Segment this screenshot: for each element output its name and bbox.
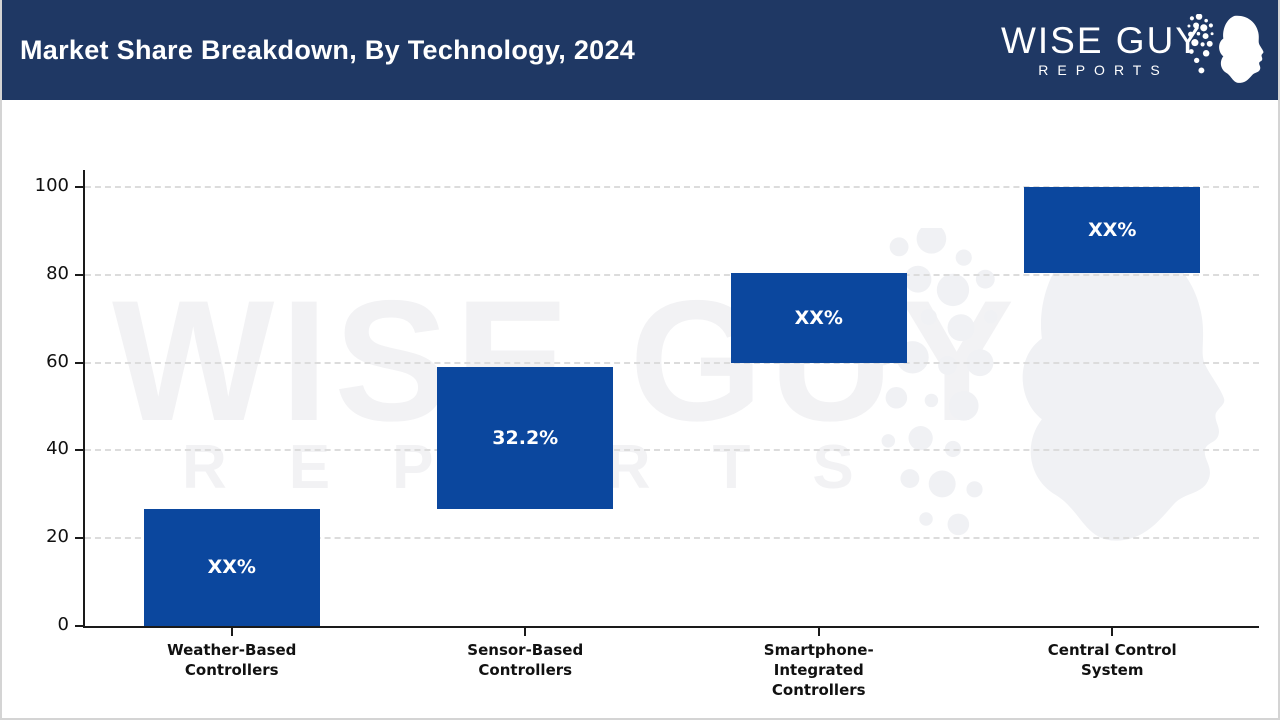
x-tick-mark [1111,628,1114,636]
gridline [85,361,1259,364]
bar-value-label: XX% [207,556,256,579]
gridline [85,186,1259,188]
x-category-label-line: Controllers [184,661,279,679]
y-tick-mark [75,361,85,364]
y-tick-label: 80 [46,262,69,284]
bar: XX% [143,508,320,626]
gridline [85,537,1259,540]
y-tick-label: 100 [34,175,69,196]
x-category-label-line: Sensor-Based [467,641,584,659]
gridline [85,273,1259,276]
header-bar: Market Share Breakdown, By Technology, 2… [0,0,1280,100]
x-category-label-line: Controllers [478,661,573,679]
y-tick-label: 0 [57,614,69,635]
bar: XX% [1024,187,1201,274]
bar: 32.2% [437,367,614,509]
watermark-face-icon [874,228,1225,541]
y-tick-mark [75,186,85,188]
y-tick-label: 20 [46,526,69,548]
bar-value-label: XX% [794,307,843,330]
chart-title: Market Share Breakdown, By Technology, 2… [20,34,636,65]
y-tick-label: 60 [46,350,69,372]
brand-logo: WISE GUY REPORTS [1001,14,1266,86]
x-category-label: Smartphone- Integrated Controllers [689,640,949,700]
y-tick-mark [75,625,85,627]
bar-value-label: XX% [1088,219,1137,242]
x-category-label-line: Central Control [1047,641,1177,659]
x-category-label: Central Control System [982,640,1242,680]
x-category-label-line: Weather-Based [167,641,297,659]
bar: XX% [730,273,907,364]
x-category-label: Sensor-Based Controllers [395,640,655,680]
brand-name: WISE GUY [1000,20,1202,61]
x-category-label-line: Integrated [773,661,864,679]
brand-reports: REPORTS [1038,62,1169,78]
x-category-label-line: System [1081,661,1144,679]
brand-wordmark: WISE GUY REPORTS [1000,20,1202,79]
x-tick-mark [524,628,527,636]
brand-face-icon [1187,14,1264,83]
y-tick-mark [75,273,85,276]
y-tick-mark [75,537,85,540]
y-axis-line [83,170,85,626]
x-category-label-line: Smartphone- [763,641,874,659]
y-tick-label: 40 [46,438,69,460]
x-category-label: Weather-Based Controllers [102,640,362,680]
x-tick-mark [817,628,820,636]
bar-value-label: 32.2% [492,427,559,450]
gridline [85,449,1259,452]
y-tick-mark [75,449,85,452]
x-axis-line [83,626,1259,628]
x-tick-mark [230,628,233,636]
x-category-label-line: Controllers [771,681,866,699]
